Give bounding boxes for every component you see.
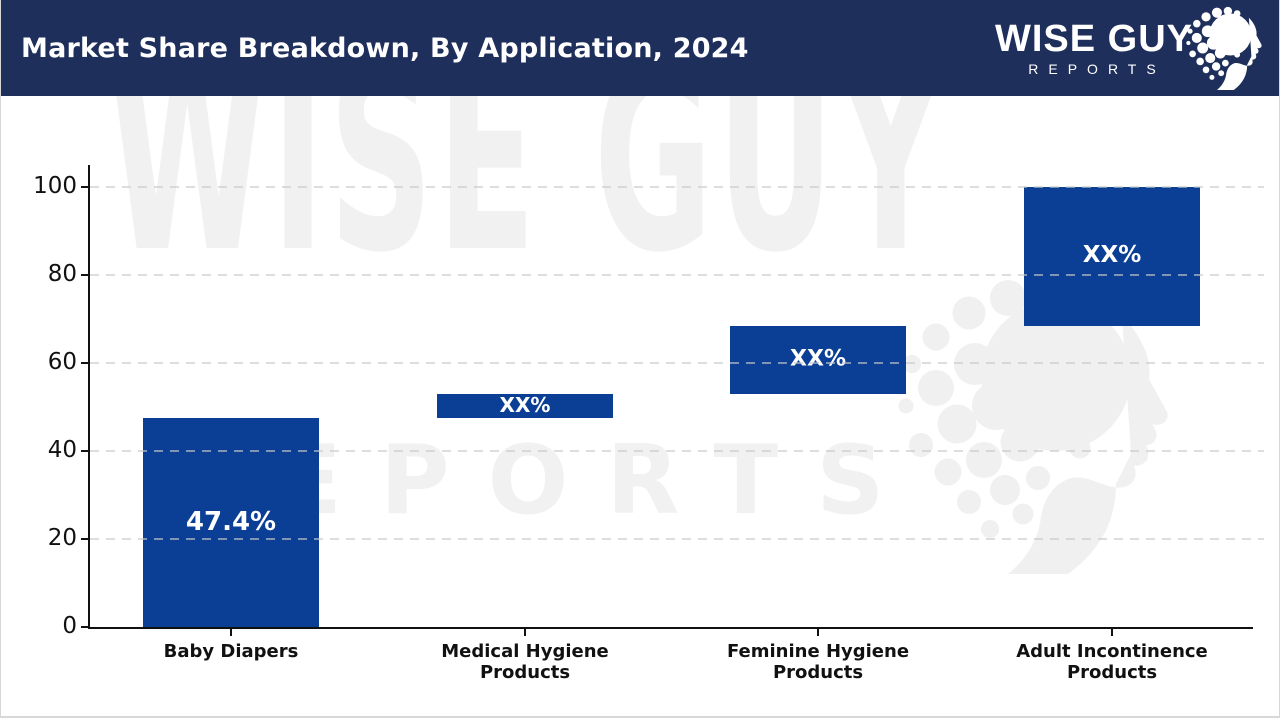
gridline bbox=[90, 274, 1264, 276]
x-tick-mark bbox=[230, 629, 232, 636]
y-tick-label: 40 bbox=[47, 437, 77, 463]
y-tick-label: 20 bbox=[47, 525, 77, 551]
y-tick-mark bbox=[81, 274, 89, 276]
bar-value-label: XX% bbox=[1082, 242, 1142, 269]
y-tick-mark bbox=[81, 186, 89, 188]
y-tick-label: 100 bbox=[33, 173, 77, 199]
x-tick-mark bbox=[1111, 629, 1113, 636]
bar: XX% bbox=[437, 393, 613, 419]
bar: 47.4% bbox=[143, 418, 319, 627]
category-label-line: Feminine Hygiene bbox=[726, 641, 910, 662]
category-label-line: Products bbox=[772, 662, 864, 683]
gridline bbox=[90, 450, 1264, 452]
brand-logo: WISE GUY REPORTS bbox=[995, 6, 1267, 90]
y-tick-mark bbox=[81, 538, 89, 540]
header-bar: Market Share Breakdown, By Application, … bbox=[1, 0, 1279, 96]
page-title: Market Share Breakdown, By Application, … bbox=[21, 32, 749, 64]
y-tick-mark bbox=[81, 450, 89, 452]
bar-value-label: XX% bbox=[790, 346, 846, 372]
bar: XX% bbox=[730, 325, 906, 394]
category-label-line: Baby Diapers bbox=[163, 641, 299, 662]
chart-area: WISE GUY REPORTS 0 20 40 60 80 100 47.4% Baby D… bbox=[1, 96, 1279, 716]
bar-value-label: XX% bbox=[499, 393, 551, 418]
watermark-wordmark: WISE GUY bbox=[107, 96, 947, 310]
category-label-line: Products bbox=[479, 662, 571, 683]
category-label-line: Medical Hygiene bbox=[441, 641, 609, 662]
bar: XX% bbox=[1024, 187, 1200, 326]
x-tick-mark bbox=[524, 629, 526, 636]
brand-name: WISE GUY bbox=[994, 18, 1193, 60]
category-label: Adult Incontinence Products bbox=[982, 641, 1242, 683]
y-tick-mark bbox=[81, 362, 89, 364]
y-axis-line bbox=[88, 165, 90, 629]
category-label: Medical Hygiene Products bbox=[395, 641, 655, 683]
x-axis-line bbox=[88, 627, 1253, 629]
gridline bbox=[90, 538, 1264, 540]
y-tick-label: 60 bbox=[47, 349, 77, 375]
bar-value-label: 47.4% bbox=[185, 506, 277, 537]
gridline bbox=[90, 362, 1264, 364]
y-tick-label: 0 bbox=[62, 613, 77, 639]
category-label-line: Products bbox=[1066, 662, 1158, 683]
y-tick-mark bbox=[81, 626, 89, 628]
category-label-line: Adult Incontinence bbox=[1016, 641, 1208, 662]
brand-subname: REPORTS bbox=[1028, 61, 1166, 77]
category-label: Baby Diapers bbox=[101, 641, 361, 662]
y-tick-label: 80 bbox=[47, 261, 77, 287]
x-tick-mark bbox=[817, 629, 819, 636]
brand-wordmark: WISE GUY REPORTS bbox=[995, 20, 1193, 76]
category-label: Feminine Hygiene Products bbox=[688, 641, 948, 683]
gridline bbox=[90, 186, 1264, 188]
